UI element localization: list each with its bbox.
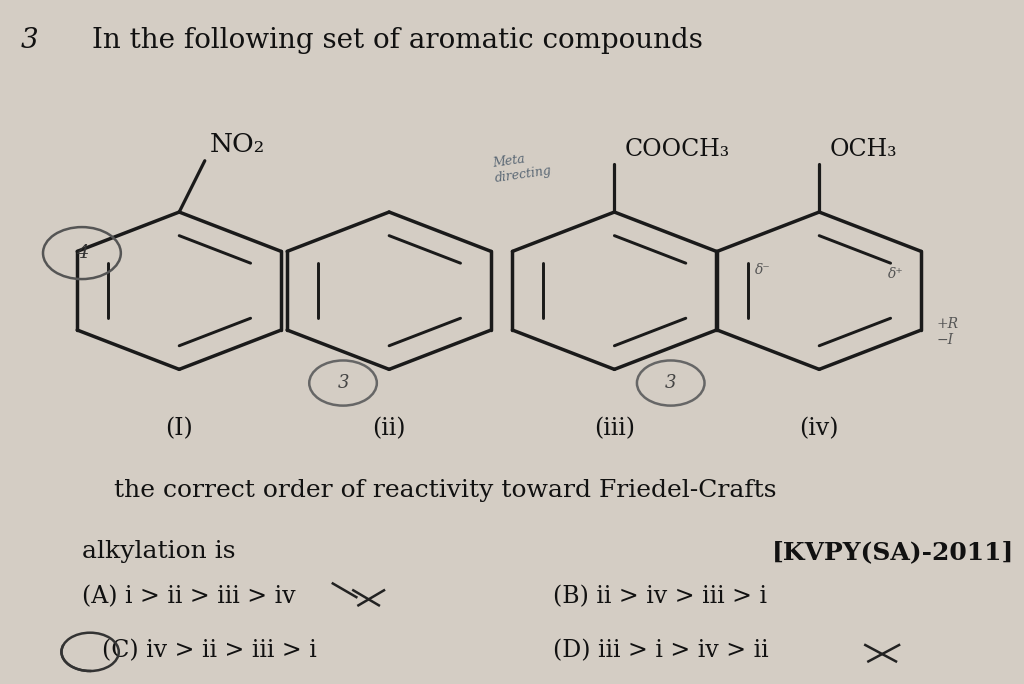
Text: (A) i > ii > iii > iv: (A) i > ii > iii > iv (82, 585, 296, 608)
Text: the correct order of reactivity toward Friedel-Crafts: the correct order of reactivity toward F… (82, 479, 776, 502)
Text: (I): (I) (165, 417, 194, 440)
Text: δ⁺: δ⁺ (888, 267, 904, 280)
Text: In the following set of aromatic compounds: In the following set of aromatic compoun… (92, 27, 703, 54)
Text: NO₂: NO₂ (210, 132, 265, 157)
Text: (iii): (iii) (594, 417, 635, 440)
Text: (B) ii > iv > iii > i: (B) ii > iv > iii > i (553, 585, 767, 608)
Text: (D) iii > i > iv > ii: (D) iii > i > iv > ii (553, 640, 769, 663)
Text: +R
−I: +R −I (937, 317, 959, 347)
Text: (ii): (ii) (373, 417, 406, 440)
Text: 4: 4 (76, 244, 88, 262)
Text: [KVPY(SA)-2011]: [KVPY(SA)-2011] (771, 540, 1014, 564)
Text: Meta
directing: Meta directing (492, 149, 552, 185)
Text: 3: 3 (337, 374, 349, 392)
Text: δ⁻: δ⁻ (755, 263, 771, 277)
Text: alkylation is: alkylation is (82, 540, 236, 564)
Text: 3: 3 (665, 374, 677, 392)
Text: OCH₃: OCH₃ (829, 137, 897, 161)
Text: (C) iv > ii > iii > i: (C) iv > ii > iii > i (102, 640, 317, 663)
Text: COOCH₃: COOCH₃ (625, 137, 730, 161)
Text: (iv): (iv) (800, 417, 839, 440)
Text: 3: 3 (20, 27, 38, 54)
